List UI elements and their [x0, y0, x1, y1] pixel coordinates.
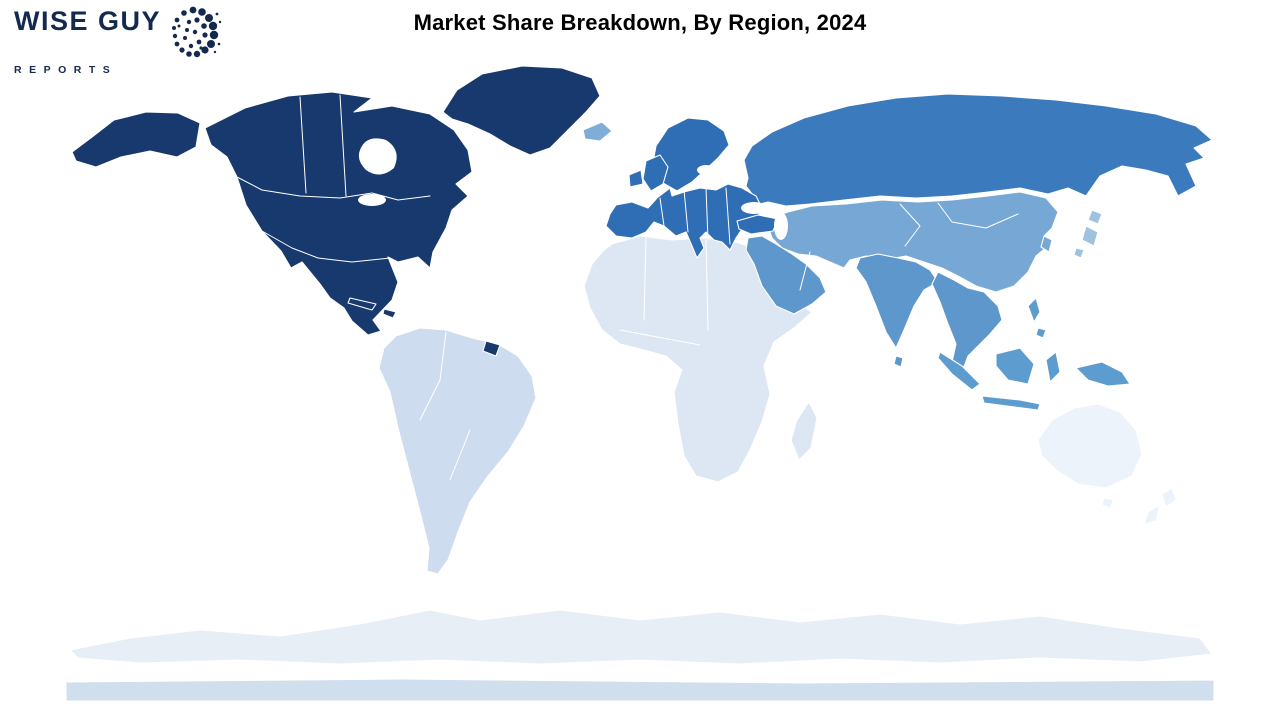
region-europe-mainland — [605, 183, 763, 259]
region-philippines-south — [1035, 327, 1047, 339]
region-scandinavia — [651, 117, 730, 192]
region-korea — [1040, 235, 1053, 253]
region-australia — [1037, 403, 1143, 489]
region-sri-lanka — [893, 355, 904, 368]
region-southeast-asia — [931, 271, 1003, 373]
region-borneo — [995, 347, 1035, 385]
logo-wordmark: WISE GUY — [14, 6, 162, 36]
inland-seas — [358, 138, 788, 240]
region-hispaniola — [382, 308, 397, 319]
region-ireland — [628, 169, 644, 188]
logo-head-dots-icon — [172, 6, 222, 58]
region-india — [855, 253, 939, 349]
region-new-zealand-north — [1161, 487, 1177, 508]
region-french-guiana — [482, 340, 501, 357]
logo: WISE GUY REPORTS — [14, 6, 223, 76]
region-uk — [642, 154, 669, 192]
region-middle-east — [745, 235, 827, 315]
region-antarctic-shelf — [65, 678, 1215, 702]
region-japan-honshu — [1081, 225, 1099, 247]
region-china-central-asia — [767, 191, 1059, 293]
region-sulawesi — [1045, 351, 1061, 383]
region-antarctica — [69, 609, 1213, 665]
region-sumatra — [937, 351, 981, 391]
region-canada-us-mexico — [204, 91, 473, 336]
region-cuba — [347, 297, 377, 311]
chart-title: Market Share Breakdown, By Region, 2024 — [413, 10, 867, 35]
baltic-sea — [697, 165, 715, 175]
region-japan-hokkaido — [1087, 209, 1103, 225]
region-java — [981, 395, 1041, 411]
region-new-zealand-south — [1143, 504, 1161, 525]
region-russia — [743, 93, 1213, 207]
region-iceland — [582, 121, 613, 142]
region-tasmania — [1101, 497, 1115, 509]
region-turkey — [736, 214, 779, 235]
great-lakes — [358, 194, 386, 206]
black-sea — [741, 202, 767, 214]
region-greenland — [442, 65, 601, 156]
country-border-lines — [236, 94, 1019, 481]
hudson-bay — [358, 138, 397, 175]
logo-subtitle: REPORTS — [14, 64, 118, 76]
region-madagascar — [790, 401, 818, 461]
region-alaska — [71, 111, 201, 168]
region-japan-kyushu — [1073, 247, 1085, 259]
region-new-guinea — [1075, 361, 1131, 387]
region-philippines — [1027, 297, 1041, 323]
caspian-sea — [774, 212, 788, 240]
